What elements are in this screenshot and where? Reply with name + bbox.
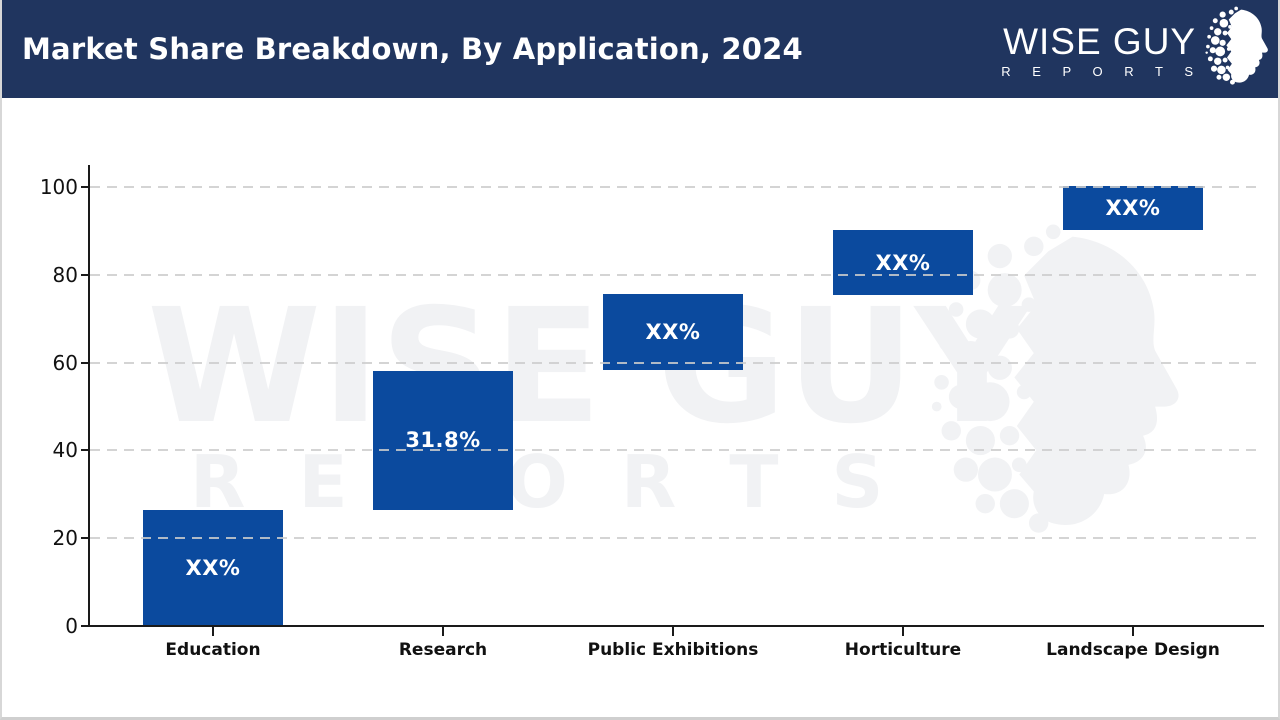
y-tick-label: 0 bbox=[65, 614, 78, 638]
x-tick-mark bbox=[902, 627, 904, 636]
bar: XX% bbox=[143, 510, 283, 626]
gridline bbox=[90, 361, 1262, 364]
y-axis-line bbox=[88, 165, 90, 627]
y-tick-mark bbox=[81, 449, 90, 452]
header-bar: Market Share Breakdown, By Application, … bbox=[2, 0, 1278, 98]
category-label: Research bbox=[398, 640, 488, 660]
bar-label: XX% bbox=[875, 250, 931, 275]
chart-title: Market Share Breakdown, By Application, … bbox=[22, 32, 803, 66]
bar-label: XX% bbox=[645, 319, 701, 344]
y-tick-mark bbox=[81, 361, 90, 364]
bar: XX% bbox=[603, 294, 743, 370]
bar-label: 31.8% bbox=[405, 428, 481, 453]
x-axis-line bbox=[88, 625, 1264, 627]
logo-subtitle: R E P O R T S bbox=[1001, 63, 1202, 79]
gridline bbox=[90, 449, 1262, 452]
y-tick-label: 60 bbox=[52, 350, 78, 375]
y-tick-mark bbox=[81, 186, 90, 188]
wiseguy-logo: WISE GUY R E P O R T S bbox=[997, 6, 1272, 92]
bar: XX% bbox=[833, 230, 973, 295]
y-tick-label: 100 bbox=[39, 175, 78, 199]
y-tick-mark bbox=[81, 273, 90, 276]
category-label: Education bbox=[165, 640, 261, 660]
y-tick-label: 40 bbox=[52, 438, 78, 463]
y-tick-mark bbox=[81, 625, 90, 627]
x-tick-mark bbox=[442, 627, 444, 636]
category-label: Horticulture bbox=[844, 640, 962, 660]
y-tick-label: 80 bbox=[52, 262, 78, 287]
bar: XX% bbox=[1063, 186, 1203, 230]
x-tick-mark bbox=[212, 627, 214, 636]
gridline bbox=[90, 186, 1262, 188]
bar-label: XX% bbox=[1105, 196, 1161, 221]
gridline bbox=[90, 273, 1262, 276]
category-label: Public Exhibitions bbox=[587, 640, 759, 660]
bar: 31.8% bbox=[373, 370, 513, 511]
y-tick-label: 20 bbox=[52, 526, 78, 551]
logo-wordmark: WISE GUY bbox=[1003, 20, 1197, 62]
gridline bbox=[90, 537, 1262, 540]
bar-label: XX% bbox=[185, 556, 241, 581]
category-label: Landscape Design bbox=[1046, 640, 1220, 660]
x-tick-mark bbox=[672, 627, 674, 636]
wiseguy-logo-text: WISE GUY R E P O R T S bbox=[997, 23, 1202, 78]
y-tick-mark bbox=[81, 537, 90, 540]
x-tick-mark bbox=[1132, 627, 1134, 636]
